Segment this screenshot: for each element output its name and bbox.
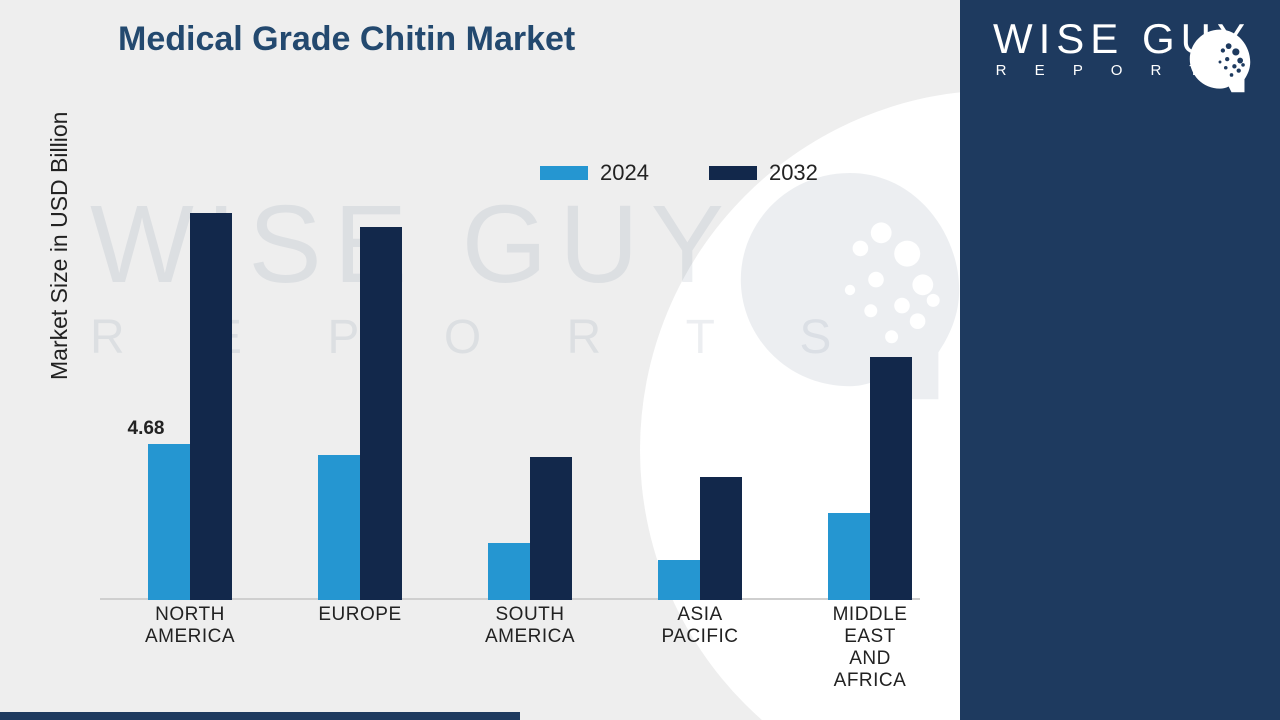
page-root: WISE GUY R E P O R T S WISE GUY R E P O … <box>0 0 1280 720</box>
bar-value-label: 4.68 <box>116 418 176 440</box>
bar-group <box>280 227 440 600</box>
bar-2024 <box>658 560 700 600</box>
bar-2032 <box>530 457 572 600</box>
category-label: NORTHAMERICA <box>110 604 270 648</box>
legend-swatch-2024 <box>540 166 588 180</box>
bar-group <box>790 357 950 600</box>
bar-2024 <box>488 543 530 600</box>
brand-logo: WISE GUY R E P O R T S <box>982 18 1262 79</box>
chart-legend: 2024 2032 <box>540 160 818 186</box>
bar-2032 <box>700 477 742 600</box>
brand-head-icon <box>1184 26 1256 98</box>
right-brand-panel <box>960 0 1280 720</box>
category-label: EUROPE <box>280 604 440 626</box>
category-label: SOUTHAMERICA <box>450 604 610 648</box>
legend-label-2032: 2032 <box>769 160 818 186</box>
bar-group <box>450 457 610 600</box>
chart-title: Medical Grade Chitin Market <box>118 20 575 59</box>
bar-2024 <box>318 455 360 600</box>
bar-2024 <box>148 444 190 600</box>
bar-2024 <box>828 513 870 600</box>
legend-swatch-2032 <box>709 166 757 180</box>
legend-item-2024: 2024 <box>540 160 649 186</box>
legend-label-2024: 2024 <box>600 160 649 186</box>
bar-2032 <box>870 357 912 600</box>
category-label: ASIAPACIFIC <box>620 604 780 648</box>
bar-group <box>110 213 270 600</box>
bottom-accent-bar <box>0 712 520 720</box>
category-label: MIDDLEEASTANDAFRICA <box>790 604 950 691</box>
bar-group <box>620 477 780 600</box>
bar-chart: NORTHAMERICA4.68EUROPESOUTHAMERICAASIAPA… <box>100 200 920 600</box>
bar-2032 <box>360 227 402 600</box>
legend-item-2032: 2032 <box>709 160 818 186</box>
bar-2032 <box>190 213 232 600</box>
y-axis-label: Market Size in USD Billion <box>46 112 73 380</box>
